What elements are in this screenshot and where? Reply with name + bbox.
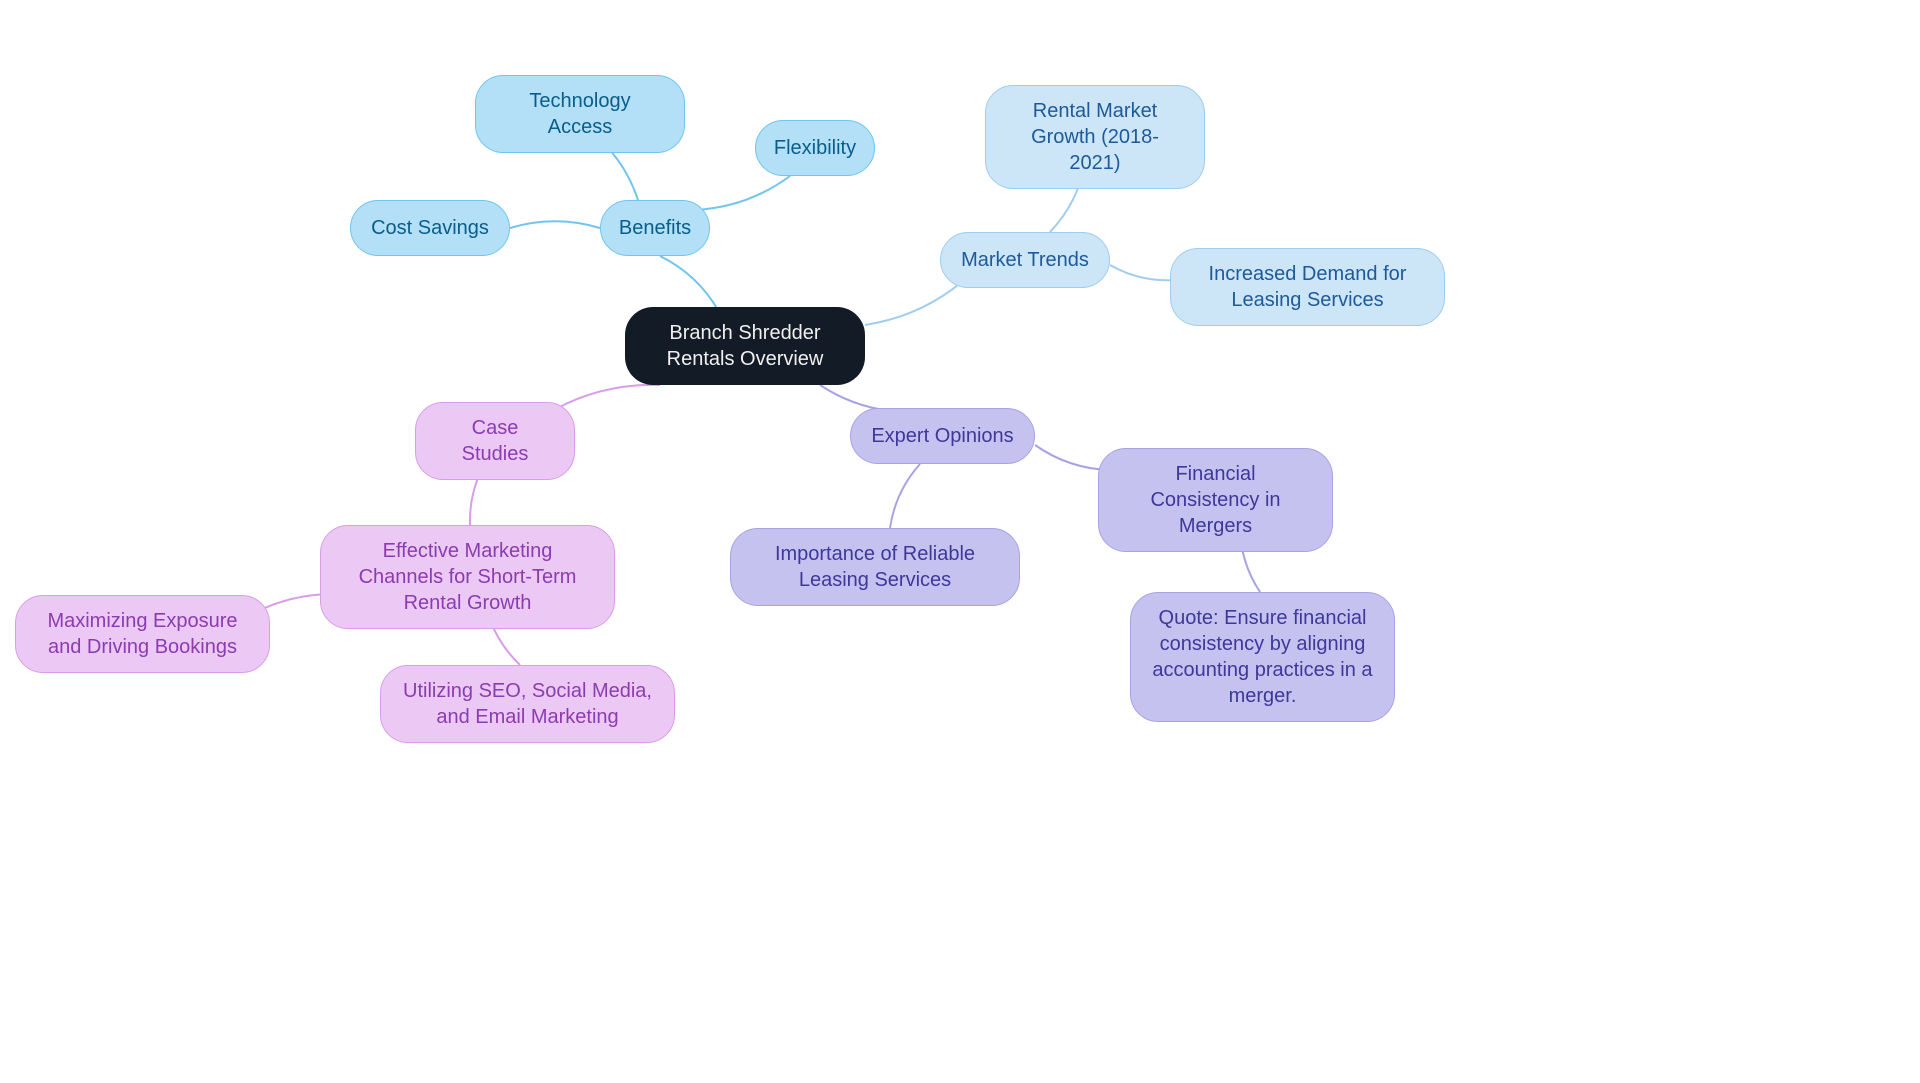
financial-node: Financial Consistency in Mergers bbox=[1098, 448, 1333, 552]
maximizing-node: Maximizing Exposure and Driving Bookings bbox=[15, 595, 270, 673]
market-trends-node: Market Trends bbox=[940, 232, 1110, 288]
marketing-channels-node: Effective Marketing Channels for Short-T… bbox=[320, 525, 615, 629]
expert-opinions-node: Expert Opinions bbox=[850, 408, 1035, 464]
benefits-node: Benefits bbox=[600, 200, 710, 256]
importance-node: Importance of Reliable Leasing Services bbox=[730, 528, 1020, 606]
utilizing-node: Utilizing SEO, Social Media, and Email M… bbox=[380, 665, 675, 743]
flexibility-node: Flexibility bbox=[755, 120, 875, 176]
root-node: Branch Shredder Rentals Overview bbox=[625, 307, 865, 385]
rental-growth-node: Rental Market Growth (2018-2021) bbox=[985, 85, 1205, 189]
cost-savings-node: Cost Savings bbox=[350, 200, 510, 256]
increased-demand-node: Increased Demand for Leasing Services bbox=[1170, 248, 1445, 326]
tech-access-node: Technology Access bbox=[475, 75, 685, 153]
case-studies-node: Case Studies bbox=[415, 402, 575, 480]
quote-node: Quote: Ensure financial consistency by a… bbox=[1130, 592, 1395, 722]
